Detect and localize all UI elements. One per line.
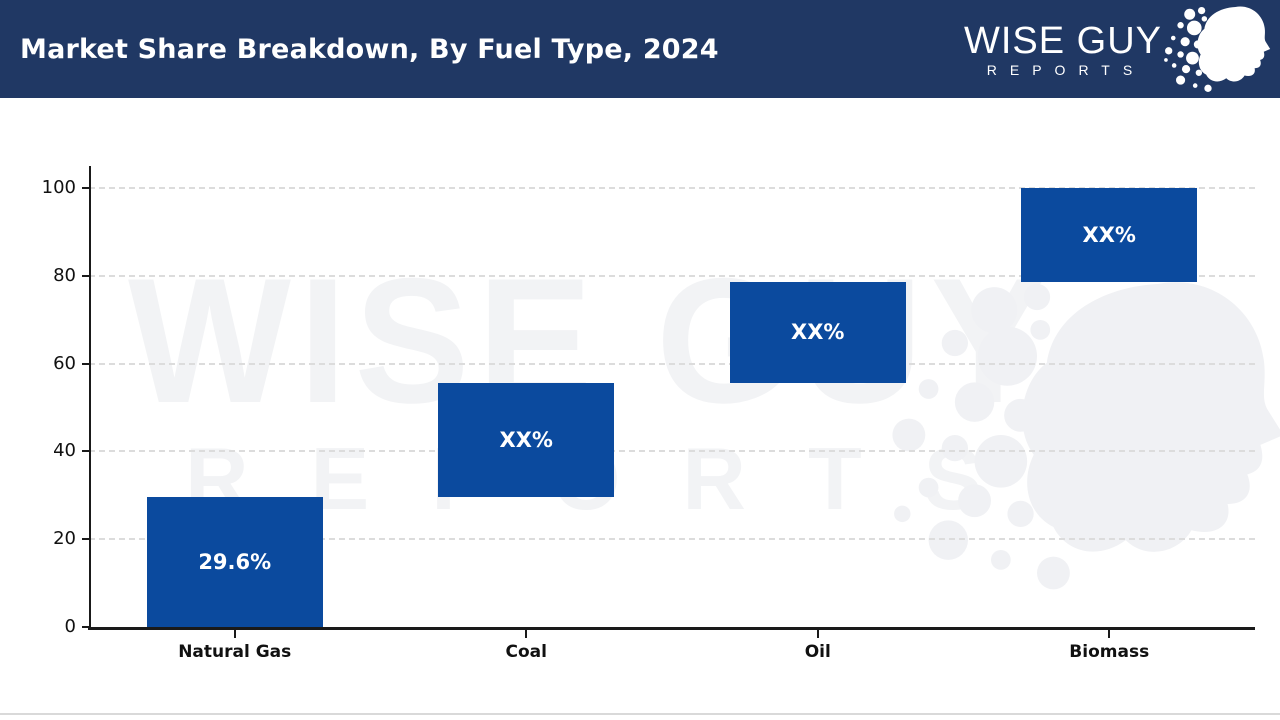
x-axis-line: [88, 627, 1255, 630]
x-tick-label-3: Biomass: [1069, 642, 1150, 662]
y-tick-label-40: 40: [53, 440, 76, 462]
gridline-40: [89, 450, 1255, 453]
bar-label-3: XX%: [1082, 222, 1136, 247]
brand-subname: REPORTS: [986, 61, 1146, 78]
bar-biomass: [1021, 188, 1198, 282]
footer-divider: [0, 713, 1280, 715]
bar-natural-gas: [146, 497, 323, 627]
gridline-80: [89, 274, 1255, 277]
y-tick-label-80: 80: [53, 264, 76, 286]
brand-logo-text: WISE GUY REPORTS: [964, 22, 1162, 77]
brand-logo: WISE GUY REPORTS: [964, 0, 1272, 98]
y-tick-80: [82, 274, 89, 277]
gridline-100: [89, 187, 1255, 189]
bar-label-0: 29.6%: [198, 550, 272, 575]
y-tick-60: [82, 362, 89, 365]
y-tick-20: [82, 538, 89, 541]
x-tick-1: [525, 630, 528, 638]
y-tick-label-0: 0: [64, 616, 76, 637]
x-tick-0: [233, 630, 236, 638]
header-bar: Market Share Breakdown, By Fuel Type, 20…: [0, 0, 1280, 98]
bar-label-2: XX%: [791, 320, 845, 345]
x-tick-2: [816, 630, 819, 638]
y-tick-100: [82, 187, 89, 189]
gridline-60: [89, 362, 1255, 365]
x-tick-label-1: Coal: [505, 642, 547, 662]
page-title: Market Share Breakdown, By Fuel Type, 20…: [20, 33, 719, 65]
y-tick-0: [82, 626, 89, 628]
x-tick-label-0: Natural Gas: [178, 642, 292, 662]
waterfall-chart: 0 20 40 60 80 100 29.6% Natural Gas XX% Coal XX% Oi…: [0, 98, 1280, 713]
bar-label-1: XX%: [499, 427, 553, 452]
y-tick-label-20: 20: [53, 528, 76, 550]
y-tick-40: [82, 450, 89, 453]
bar-oil: [729, 281, 906, 383]
y-tick-label-100: 100: [41, 177, 76, 198]
y-axis-line: [89, 166, 91, 629]
brand-head-dots-icon: [1164, 6, 1271, 92]
x-tick-label-2: Oil: [804, 642, 831, 662]
bar-coal: [438, 382, 615, 498]
brand-name: WISE GUY: [963, 19, 1162, 62]
gridline-20: [89, 538, 1255, 541]
y-tick-label-60: 60: [53, 352, 76, 374]
x-tick-3: [1108, 630, 1111, 638]
